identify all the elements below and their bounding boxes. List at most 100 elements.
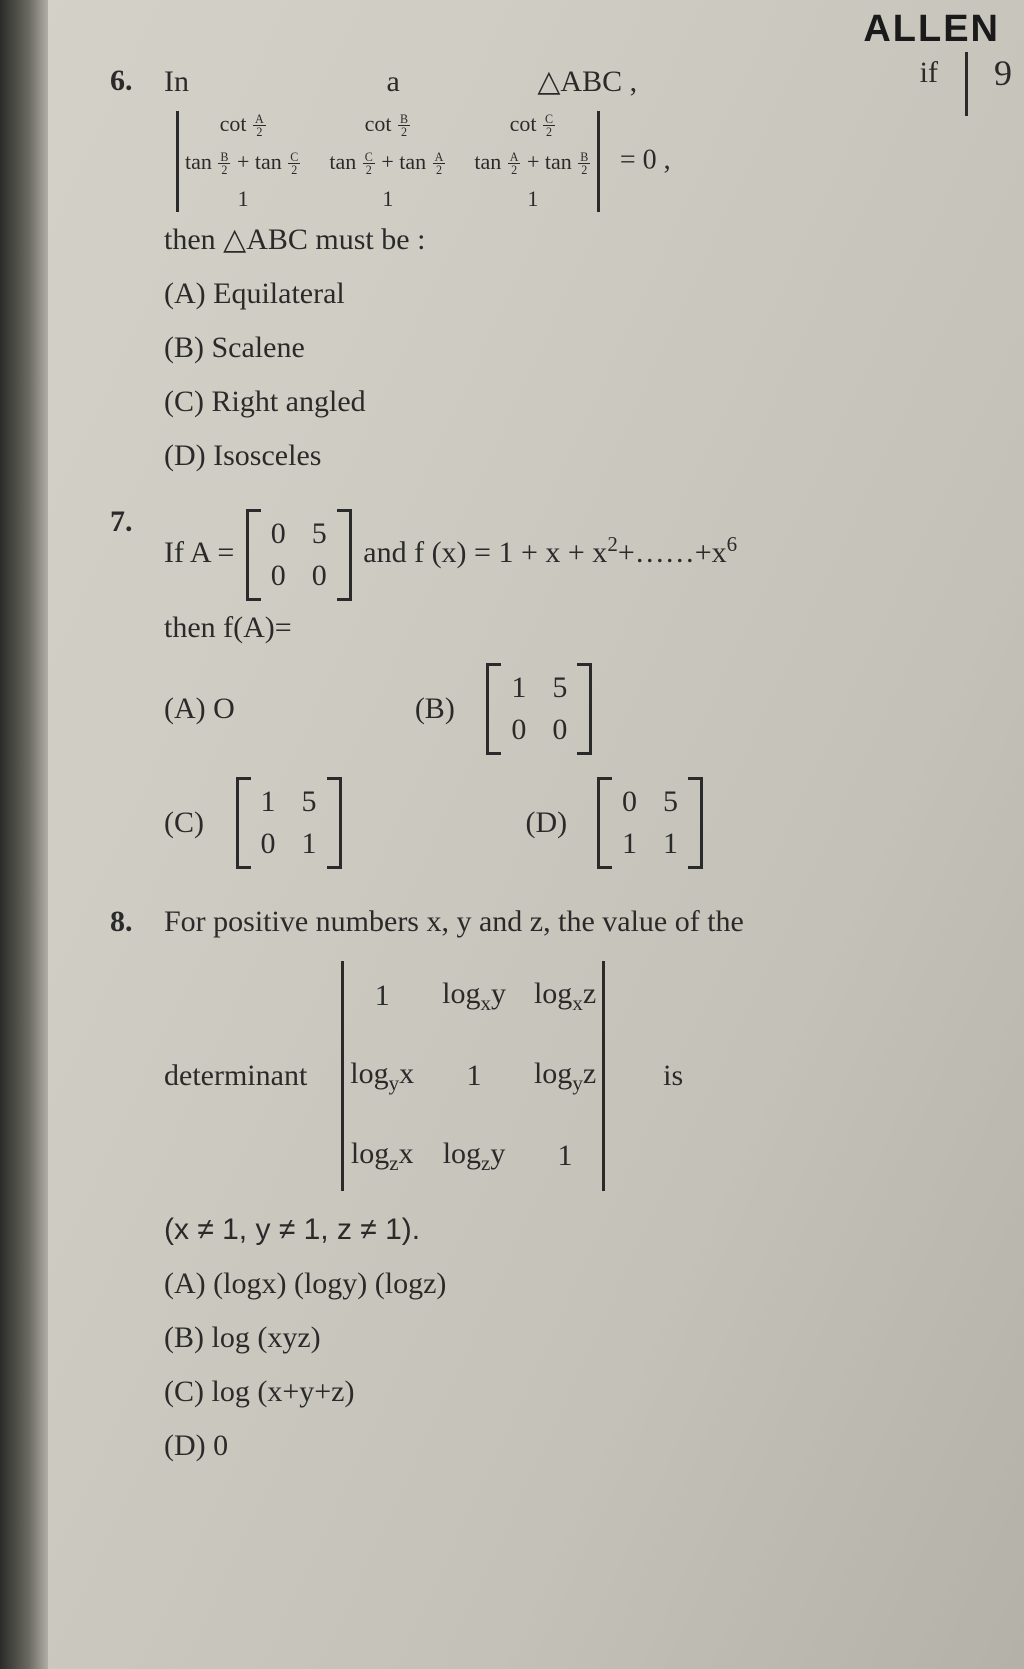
txt: tan — [329, 149, 356, 174]
q8-body: For positive numbers x, y and z, the val… — [164, 905, 964, 1483]
q7-opt-b-label: (B) — [415, 692, 475, 726]
txt: log — [350, 1057, 388, 1090]
sub: x — [572, 991, 583, 1015]
q7-opt-c: (C) 1 5 0 1 — [164, 773, 346, 873]
det-right-bar — [602, 961, 605, 1191]
mat-right-bracket — [327, 777, 342, 869]
q7-exp2: 2 — [607, 532, 618, 556]
sub: y — [389, 1071, 400, 1095]
frac-d: 2 — [288, 164, 300, 176]
q8-r3c3: 1 — [558, 1139, 573, 1173]
q8-r2c1: logyx — [350, 1057, 414, 1096]
q7-then: then f(A)= — [164, 611, 964, 645]
mat-right-bracket — [577, 663, 592, 755]
q6-then: then △ABC must be : — [164, 222, 964, 257]
q6-r1c3-fn: cot — [510, 111, 537, 136]
q8-r1c1: 1 — [375, 979, 390, 1013]
question-8: 8. For positive numbers x, y and z, the … — [110, 905, 974, 1483]
mat-right-bracket — [337, 509, 352, 601]
q6-body: In a △ABC , cot A2 cot B2 — [164, 64, 964, 493]
q6-r1c1-fn: cot — [220, 111, 247, 136]
q7-opt-d: (D) 0 5 1 1 — [526, 773, 708, 873]
cell: 1 — [663, 827, 678, 861]
mat-left-bracket — [597, 777, 612, 869]
question-7: 7. If A = 0 5 0 0 and f (x) = 1 + x + x2… — [110, 505, 974, 887]
frac: B2 — [218, 151, 230, 176]
q7-opts-row2: (C) 1 5 0 1 (D) — [164, 773, 964, 873]
q8-number: 8. — [110, 905, 160, 939]
det-right-bar — [597, 111, 600, 212]
q8-r2c3: logyz — [534, 1057, 596, 1096]
txt: tan — [474, 149, 501, 174]
q8-is: is — [663, 1059, 683, 1093]
q7-matrix-D: 0 5 1 1 — [597, 777, 703, 869]
cell: 1 — [261, 785, 276, 819]
frac: C2 — [363, 151, 375, 176]
arg: y — [491, 977, 506, 1010]
cell: 0 — [261, 827, 276, 861]
q6-r2c3: tan A2 + tan B2 — [474, 149, 591, 177]
q6-r1c3: cot C2 — [510, 111, 556, 139]
q8-r1c2: logxy — [442, 977, 506, 1016]
q7-opt-b: (B) 1 5 0 0 — [415, 659, 597, 759]
frac-d: 2 — [543, 126, 555, 138]
q7-pre: If A = — [164, 536, 234, 569]
q7-mid: and f (x) = 1 + x + x — [363, 536, 607, 569]
q6-r1c1-frac: A2 — [253, 113, 266, 138]
sub: z — [389, 1151, 398, 1175]
q8-r3c2: logzy — [443, 1137, 506, 1176]
arg: z — [583, 977, 596, 1010]
cell: 1 — [511, 671, 526, 705]
q7-matrix-B: 1 5 0 0 — [486, 663, 592, 755]
q6-r3c2: 1 — [382, 186, 393, 212]
txt: log — [442, 977, 480, 1010]
frac-d: 2 — [578, 164, 590, 176]
mat-right-bracket — [688, 777, 703, 869]
q8-r1c3: logxz — [534, 977, 596, 1016]
txt: log — [443, 1137, 481, 1170]
cell: 5 — [663, 785, 678, 819]
q8-word-determinant: determinant — [164, 1059, 307, 1093]
txt: + tan — [527, 149, 572, 174]
frac-d: 2 — [363, 164, 375, 176]
txt: log — [534, 1057, 572, 1090]
q6-a: a — [387, 65, 400, 98]
q8-det-line: determinant 1 logxy logxz logyx 1 logyz … — [164, 957, 964, 1195]
q7-exp6: 6 — [727, 532, 738, 556]
q6-opt-d: (D) Isosceles — [164, 439, 964, 473]
page: ALLEN if 9 6. In a △ABC , cot A2 — [0, 0, 1024, 1669]
cell: 0 — [271, 517, 286, 551]
q6-head: In a △ABC , — [164, 64, 964, 99]
q6-r3c3: 1 — [527, 186, 538, 212]
q7-opt-c-label: (C) — [164, 806, 224, 840]
cell: 1 — [302, 827, 317, 861]
q6-r2c1: tan B2 + tan C2 — [185, 149, 301, 177]
mat-body: 0 5 0 0 — [261, 509, 337, 601]
header-divider — [965, 52, 968, 116]
mat-body: 0 5 1 1 — [612, 777, 688, 869]
det-left-bar — [341, 961, 344, 1191]
q6-in: In — [164, 65, 189, 98]
q6-det-table: cot A2 cot B2 cot C2 tan B2 — [185, 111, 591, 212]
q7-body: If A = 0 5 0 0 and f (x) = 1 + x + x2+……… — [164, 505, 964, 887]
txt: log — [534, 977, 572, 1010]
q8-r3c1: logzx — [351, 1137, 414, 1176]
q6-r1c3-frac: C2 — [543, 113, 555, 138]
q7-opts-row1: (A) O (B) 1 5 0 0 — [164, 659, 964, 759]
txt: tan — [185, 149, 212, 174]
cell: 5 — [302, 785, 317, 819]
frac: A2 — [508, 151, 521, 176]
txt: + tan — [381, 149, 426, 174]
txt: log — [351, 1137, 389, 1170]
q7-matrix-C: 1 5 0 1 — [236, 777, 342, 869]
q8-opt-a: (A) (logx) (logy) (logz) — [164, 1267, 964, 1301]
mat-left-bracket — [486, 663, 501, 755]
cell: 1 — [622, 827, 637, 861]
question-6: 6. In a △ABC , cot A2 cot B2 — [110, 64, 974, 493]
q8-determinant: 1 logxy logxz logyx 1 logyz logzx logzy … — [335, 961, 611, 1191]
q7-matrix-A: 0 5 0 0 — [246, 509, 352, 601]
cell: 0 — [271, 559, 286, 593]
sub: z — [481, 1151, 490, 1175]
mat-left-bracket — [246, 509, 261, 601]
q6-r1c1: cot A2 — [220, 111, 267, 139]
